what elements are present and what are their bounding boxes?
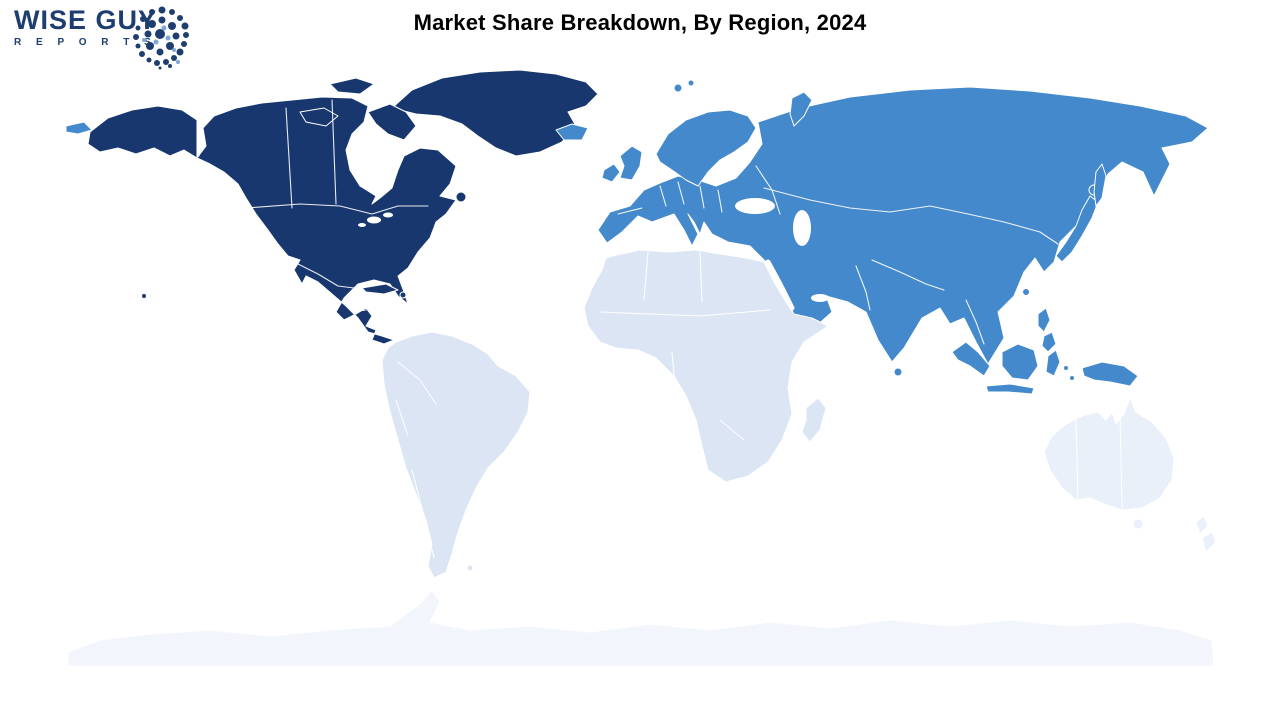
greenland bbox=[391, 69, 599, 157]
hispaniola bbox=[399, 291, 407, 299]
tasmania bbox=[1132, 518, 1144, 530]
philippines-north bbox=[1037, 307, 1051, 333]
border-us-canada bbox=[245, 203, 429, 215]
cuba bbox=[361, 283, 399, 295]
sumatra bbox=[951, 341, 991, 377]
newfoundland bbox=[455, 191, 467, 203]
border-canada-province-2 bbox=[331, 99, 337, 205]
logo-subtext: R E P O R T S bbox=[14, 37, 157, 49]
alaska bbox=[87, 105, 198, 159]
dot-head-logo-icon bbox=[133, 6, 189, 70]
borneo bbox=[1001, 343, 1039, 381]
red-sea bbox=[765, 259, 795, 311]
novaya-zemlya bbox=[789, 91, 813, 127]
moluccas-south bbox=[1069, 375, 1075, 381]
black-sea bbox=[735, 198, 775, 214]
region-europe-asia bbox=[65, 79, 1209, 395]
border-africa-sahel bbox=[599, 309, 771, 317]
taiwan bbox=[1022, 288, 1030, 296]
logo-wordmark: WISE GUY bbox=[14, 5, 158, 35]
scandinavia bbox=[655, 109, 757, 187]
border-us-mexico bbox=[297, 263, 355, 289]
java bbox=[985, 383, 1035, 395]
region-oceania bbox=[1043, 397, 1217, 553]
sri-lanka bbox=[893, 367, 903, 377]
moluccas bbox=[1063, 365, 1069, 371]
page-title: Market Share Breakdown, By Region, 2024 bbox=[413, 10, 867, 35]
border-europe-russia bbox=[755, 165, 781, 215]
australia bbox=[1043, 397, 1175, 511]
region-antarctica bbox=[67, 589, 1215, 667]
eurasia-mainland bbox=[597, 86, 1209, 365]
svalbard bbox=[673, 83, 683, 93]
mainland-north-america bbox=[196, 96, 457, 345]
great-lake-michigan bbox=[358, 223, 366, 227]
border-africa-1 bbox=[643, 251, 649, 301]
ellesmere-island bbox=[329, 77, 375, 95]
border-australia-1 bbox=[1075, 419, 1079, 501]
inland-water bbox=[358, 198, 829, 311]
border-africa-2 bbox=[699, 251, 703, 303]
japan bbox=[1055, 195, 1099, 263]
border-canada-province-1 bbox=[285, 107, 293, 209]
region-africa bbox=[583, 249, 829, 483]
sakhalin bbox=[1093, 163, 1107, 207]
chukotka-wrap bbox=[65, 121, 93, 135]
country-borders bbox=[198, 99, 1123, 559]
persian-gulf bbox=[811, 294, 829, 302]
border-russia-south bbox=[763, 187, 1059, 245]
sulawesi bbox=[1045, 349, 1061, 377]
great-lake-superior bbox=[367, 216, 381, 224]
border-china-india bbox=[871, 259, 945, 291]
svalbard-east bbox=[687, 79, 695, 87]
new-zealand-north bbox=[1195, 515, 1209, 535]
border-argentina-chile bbox=[411, 469, 435, 559]
border-australia-2 bbox=[1119, 413, 1123, 509]
south-america-mainland bbox=[381, 331, 531, 579]
africa-mainland bbox=[583, 249, 829, 483]
philippines-south bbox=[1041, 331, 1057, 353]
hawaii bbox=[141, 293, 147, 299]
great-britain bbox=[619, 145, 643, 181]
antarctica bbox=[67, 589, 1215, 667]
victoria-island bbox=[299, 107, 339, 127]
border-peru bbox=[395, 399, 409, 437]
baffin-island bbox=[367, 103, 417, 141]
wise-guy-reports-logo: WISE GUY R E P O R T S bbox=[14, 6, 214, 72]
region-south-america bbox=[381, 331, 531, 579]
madagascar bbox=[801, 397, 827, 443]
border-se-asia bbox=[965, 299, 985, 345]
border-africa-4 bbox=[719, 419, 745, 441]
falkland-islands bbox=[466, 564, 474, 572]
iceland bbox=[555, 123, 589, 141]
border-brazil bbox=[397, 361, 437, 405]
border-pyrenees bbox=[617, 207, 643, 215]
new-guinea bbox=[1081, 361, 1139, 387]
ireland bbox=[601, 163, 621, 183]
border-europe-2 bbox=[677, 181, 685, 205]
border-europe-1 bbox=[659, 185, 667, 207]
border-mexico-guatemala bbox=[351, 309, 367, 313]
border-india-pakistan bbox=[855, 265, 871, 311]
great-lake-huron bbox=[383, 212, 393, 218]
caspian-sea bbox=[793, 210, 811, 246]
border-europe-3 bbox=[699, 185, 705, 209]
border-africa-3 bbox=[671, 351, 677, 397]
region-north-america bbox=[87, 69, 599, 345]
new-zealand-south bbox=[1201, 531, 1217, 553]
border-europe-4 bbox=[717, 189, 723, 213]
